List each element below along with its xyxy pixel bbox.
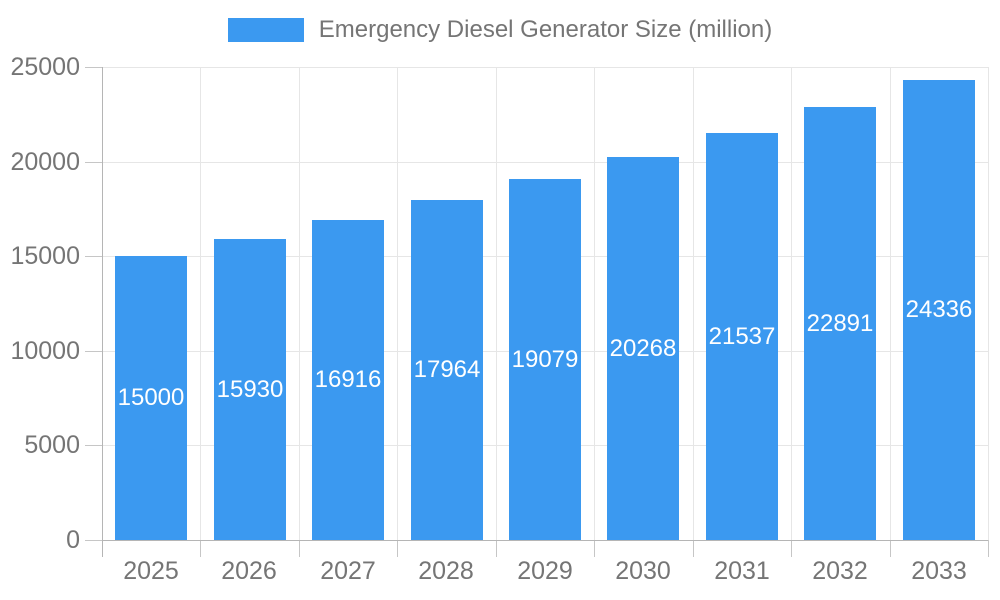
y-tick-mark [85,162,102,163]
x-tick-label: 2031 [714,557,770,585]
bar[interactable] [214,239,286,540]
x-tick-label: 2025 [123,557,179,585]
bar-value-label: 15930 [216,376,284,403]
x-tick-mark [988,540,989,557]
x-gridline [791,67,792,540]
y-tick-mark [85,351,102,352]
x-tick-label: 2029 [517,557,573,585]
x-gridline [397,67,398,540]
x-tick-label: 2027 [320,557,376,585]
bar-value-label: 22891 [806,310,874,337]
bar[interactable] [804,107,876,540]
bar[interactable] [312,220,384,540]
x-gridline [496,67,497,540]
x-tick-mark [594,540,595,557]
x-gridline [200,67,201,540]
x-tick-mark [102,540,103,557]
x-gridline [988,67,989,540]
bar[interactable] [509,179,581,540]
bar-value-label: 24336 [905,296,973,323]
bar-value-label: 15000 [117,384,185,411]
y-axis-line [102,67,103,540]
y-tick-mark [85,67,102,68]
x-tick-label: 2030 [615,557,671,585]
x-gridline [594,67,595,540]
y-tick-label: 20000 [10,148,80,176]
x-tick-label: 2032 [812,557,868,585]
bar[interactable] [115,256,187,540]
y-gridline [102,67,988,68]
y-tick-label: 25000 [10,53,80,81]
bar[interactable] [411,200,483,540]
y-gridline [102,162,988,163]
legend-swatch [227,18,304,42]
x-axis-line [102,540,988,541]
x-tick-mark [496,540,497,557]
bar[interactable] [607,157,679,540]
bar-value-label: 19079 [511,346,579,373]
x-tick-mark [200,540,201,557]
y-tick-label: 0 [66,526,80,554]
bar-value-label: 20268 [609,335,677,362]
x-tick-mark [791,540,792,557]
x-gridline [890,67,891,540]
y-tick-mark [85,445,102,446]
x-gridline [299,67,300,540]
x-tick-label: 2026 [221,557,277,585]
x-tick-mark [890,540,891,557]
legend-label: Emergency Diesel Generator Size (million… [318,16,773,43]
x-tick-mark [397,540,398,557]
y-tick-label: 15000 [10,242,80,270]
bar[interactable] [706,133,778,540]
y-tick-mark [85,256,102,257]
y-tick-label: 5000 [24,431,80,459]
y-tick-mark [85,540,102,541]
y-tick-label: 10000 [10,337,80,365]
bar[interactable] [903,80,975,540]
bar-value-label: 17964 [413,356,481,383]
x-tick-label: 2033 [911,557,967,585]
x-tick-mark [299,540,300,557]
bar-value-label: 21537 [708,323,776,350]
x-tick-mark [693,540,694,557]
bar-value-label: 16916 [314,366,382,393]
x-tick-label: 2028 [418,557,474,585]
legend-item[interactable]: Emergency Diesel Generator Size (million… [0,16,1000,44]
x-gridline [693,67,694,540]
